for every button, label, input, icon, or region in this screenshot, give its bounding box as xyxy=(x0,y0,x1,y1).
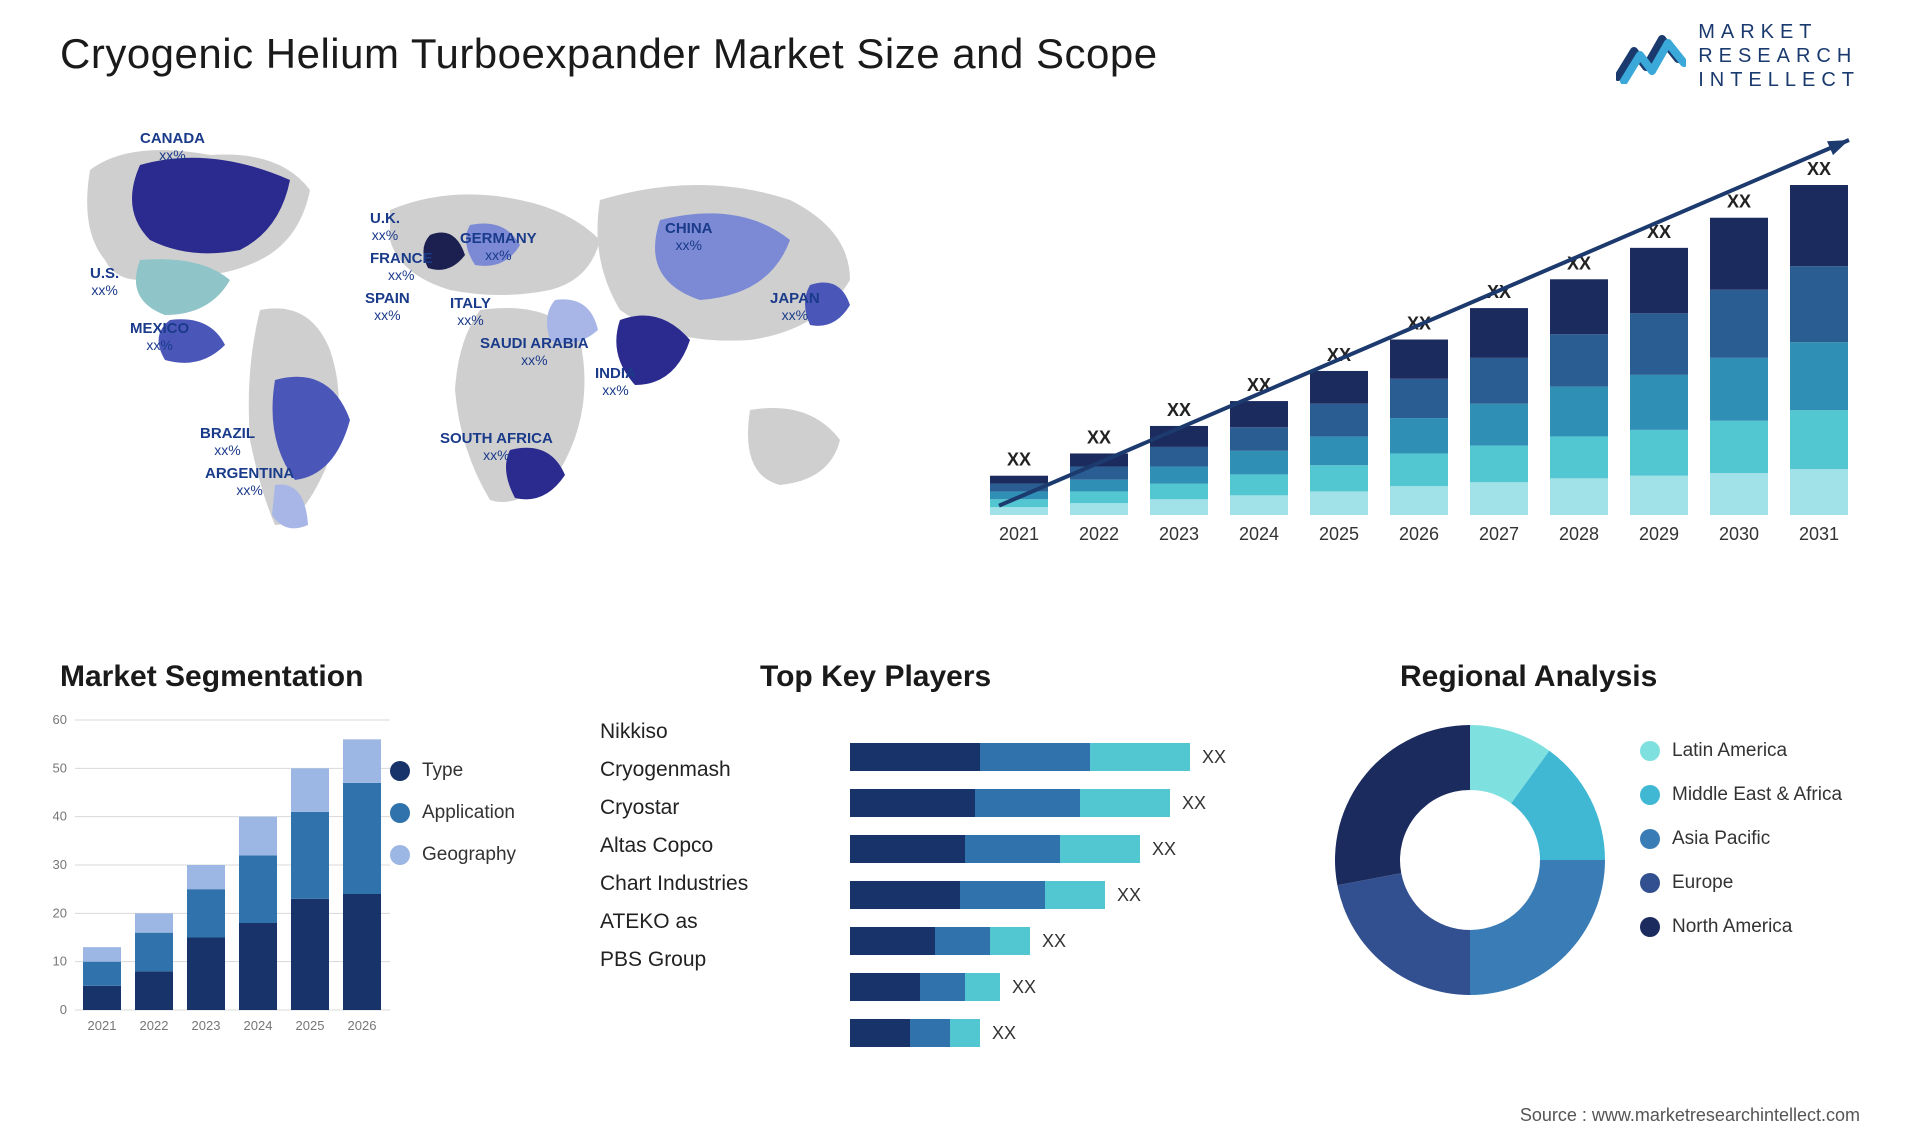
regional-legend: Latin America Middle East & Africa Asia Pa… xyxy=(1640,740,1842,938)
svg-text:2022: 2022 xyxy=(1079,524,1119,544)
country-label: FRANCExx% xyxy=(370,250,433,283)
regional-donut xyxy=(1330,720,1610,1000)
svg-text:0: 0 xyxy=(60,1002,67,1017)
player-name: ATEKO as xyxy=(600,910,748,934)
player-name: Altas Copco xyxy=(600,834,748,858)
svg-text:2021: 2021 xyxy=(88,1018,117,1033)
svg-text:30: 30 xyxy=(53,857,67,872)
svg-text:2026: 2026 xyxy=(348,1018,377,1033)
svg-text:2029: 2029 xyxy=(1639,524,1679,544)
page-title: Cryogenic Helium Turboexpander Market Si… xyxy=(60,30,1158,78)
player-bar-row: XX xyxy=(850,878,1250,912)
svg-text:XX: XX xyxy=(1727,192,1751,212)
legend-item: Latin America xyxy=(1640,740,1842,762)
svg-text:2023: 2023 xyxy=(1159,524,1199,544)
svg-text:XX: XX xyxy=(1167,400,1191,420)
svg-text:2025: 2025 xyxy=(296,1018,325,1033)
legend-item: Geography xyxy=(390,844,516,866)
svg-text:50: 50 xyxy=(53,760,67,775)
svg-text:20: 20 xyxy=(53,905,67,920)
country-label: U.K.xx% xyxy=(370,210,400,243)
svg-text:2024: 2024 xyxy=(1239,524,1279,544)
player-name: PBS Group xyxy=(600,948,748,972)
segmentation-heading: Market Segmentation xyxy=(60,660,363,694)
country-label: U.S.xx% xyxy=(90,265,119,298)
player-bar-row: XX xyxy=(850,740,1250,774)
svg-text:60: 60 xyxy=(53,712,67,727)
segmentation-legend: Type Application Geography xyxy=(390,760,516,866)
legend-item: Middle East & Africa xyxy=(1640,784,1842,806)
country-label: MEXICOxx% xyxy=(130,320,189,353)
legend-item: North America xyxy=(1640,916,1842,938)
svg-text:2031: 2031 xyxy=(1799,524,1839,544)
growth-bar-chart: XX2021XX2022XX2023XX2024XX2025XX2026XX20… xyxy=(960,135,1860,565)
svg-text:2027: 2027 xyxy=(1479,524,1519,544)
svg-text:2024: 2024 xyxy=(244,1018,273,1033)
legend-item: Europe xyxy=(1640,872,1842,894)
svg-text:XX: XX xyxy=(1807,159,1831,179)
player-name: Cryostar xyxy=(600,796,748,820)
legend-item: Type xyxy=(390,760,516,782)
svg-text:2030: 2030 xyxy=(1719,524,1759,544)
country-label: SAUDI ARABIAxx% xyxy=(480,335,589,368)
svg-text:40: 40 xyxy=(53,809,67,824)
svg-text:10: 10 xyxy=(53,954,67,969)
country-label: BRAZILxx% xyxy=(200,425,255,458)
country-label: JAPANxx% xyxy=(770,290,820,323)
player-name: Cryogenmash xyxy=(600,758,748,782)
logo-text: MARKET RESEARCH INTELLECT xyxy=(1698,20,1860,92)
country-label: SPAINxx% xyxy=(365,290,410,323)
country-label: CANADAxx% xyxy=(140,130,205,163)
svg-text:2025: 2025 xyxy=(1319,524,1359,544)
country-label: ITALYxx% xyxy=(450,295,491,328)
players-heading: Top Key Players xyxy=(760,660,991,694)
country-label: GERMANYxx% xyxy=(460,230,537,263)
player-bar-row: XX xyxy=(850,970,1250,1004)
regional-heading: Regional Analysis xyxy=(1400,660,1657,694)
player-bar-row: XX xyxy=(850,786,1250,820)
country-label: INDIAxx% xyxy=(595,365,636,398)
players-bars: XX XX XX XX XX XX XX xyxy=(850,740,1250,1062)
brand-logo: MARKET RESEARCH INTELLECT xyxy=(1616,20,1860,92)
legend-item: Application xyxy=(390,802,516,824)
player-bar-row: XX xyxy=(850,924,1250,958)
source-attribution: Source : www.marketresearchintellect.com xyxy=(1520,1105,1860,1126)
logo-line3: INTELLECT xyxy=(1698,68,1860,92)
svg-text:2026: 2026 xyxy=(1399,524,1439,544)
svg-text:2022: 2022 xyxy=(140,1018,169,1033)
player-name: Nikkiso xyxy=(600,720,748,744)
logo-mark-icon xyxy=(1616,29,1686,84)
player-bar-row: XX xyxy=(850,832,1250,866)
legend-item: Asia Pacific xyxy=(1640,828,1842,850)
segmentation-chart: 0 10 20 30 40 50 60 2021 2022 2023 2024 2025 2026 xyxy=(40,710,400,1050)
country-label: CHINAxx% xyxy=(665,220,713,253)
logo-line1: MARKET xyxy=(1698,20,1860,44)
player-name: Chart Industries xyxy=(600,872,748,896)
svg-text:2028: 2028 xyxy=(1559,524,1599,544)
logo-line2: RESEARCH xyxy=(1698,44,1860,68)
svg-text:XX: XX xyxy=(1087,427,1111,447)
svg-text:2023: 2023 xyxy=(192,1018,221,1033)
country-label: SOUTH AFRICAxx% xyxy=(440,430,553,463)
svg-text:2021: 2021 xyxy=(999,524,1039,544)
country-label: ARGENTINAxx% xyxy=(205,465,294,498)
players-list: Nikkiso Cryogenmash Cryostar Altas Copco Cha… xyxy=(600,720,748,972)
player-bar-row: XX xyxy=(850,1016,1250,1050)
svg-text:XX: XX xyxy=(1007,450,1031,470)
